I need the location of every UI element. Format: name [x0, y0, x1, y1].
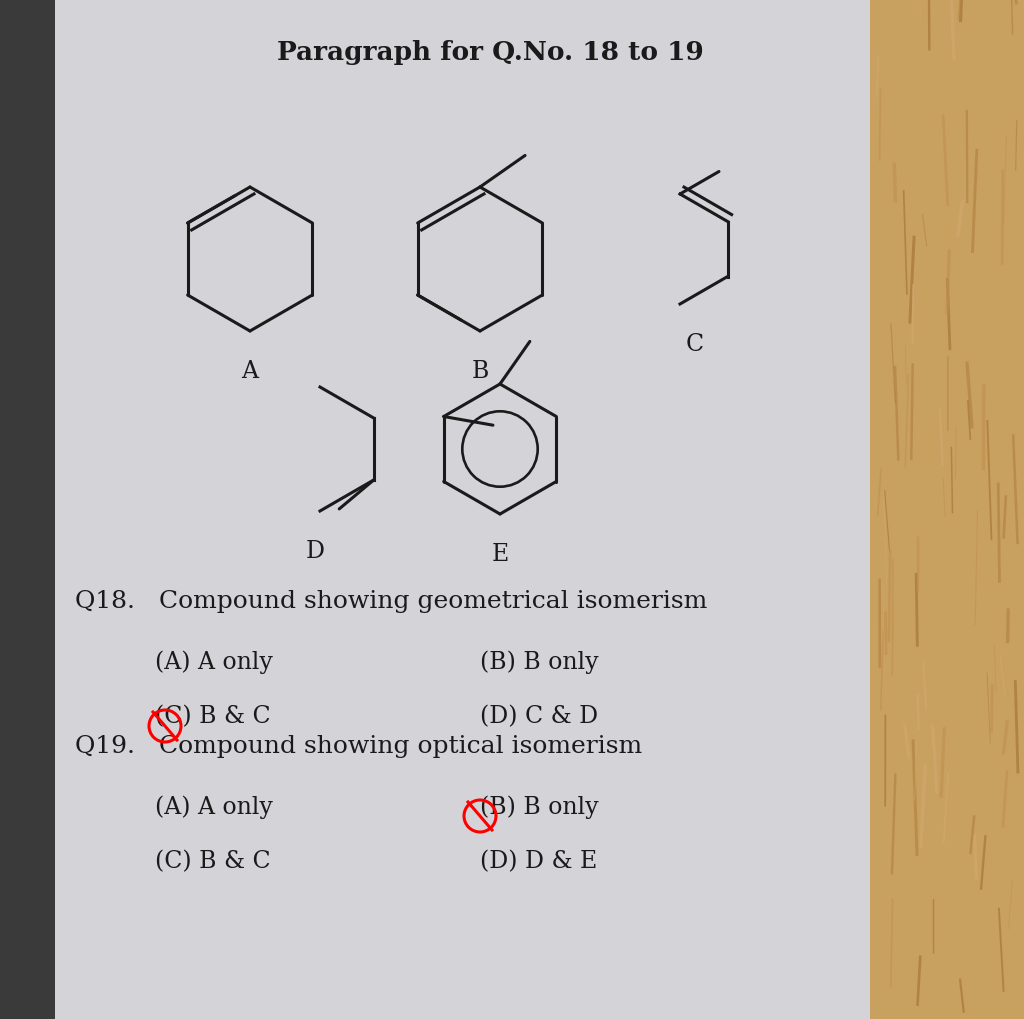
Polygon shape	[0, 0, 55, 1019]
Text: (D) C & D: (D) C & D	[480, 704, 598, 728]
Text: (A) A only: (A) A only	[155, 649, 272, 673]
Text: Q18.   Compound showing geometrical isomerism: Q18. Compound showing geometrical isomer…	[75, 589, 708, 612]
Text: (B) B only: (B) B only	[480, 649, 599, 673]
Text: Q19.   Compound showing optical isomerism: Q19. Compound showing optical isomerism	[75, 735, 642, 757]
Polygon shape	[870, 0, 1024, 1019]
Text: (C) B & C: (C) B & C	[155, 849, 270, 872]
Text: Paragraph for Q.No. 18 to 19: Paragraph for Q.No. 18 to 19	[276, 40, 703, 65]
Text: (D) D & E: (D) D & E	[480, 849, 597, 872]
Text: C: C	[686, 332, 705, 356]
Text: (B) B only: (B) B only	[480, 794, 599, 817]
Text: (C) B & C: (C) B & C	[155, 704, 270, 728]
Text: E: E	[492, 542, 509, 566]
Text: A: A	[242, 360, 258, 382]
Text: D: D	[305, 539, 325, 562]
Text: (A) A only: (A) A only	[155, 794, 272, 817]
Text: B: B	[471, 360, 488, 382]
